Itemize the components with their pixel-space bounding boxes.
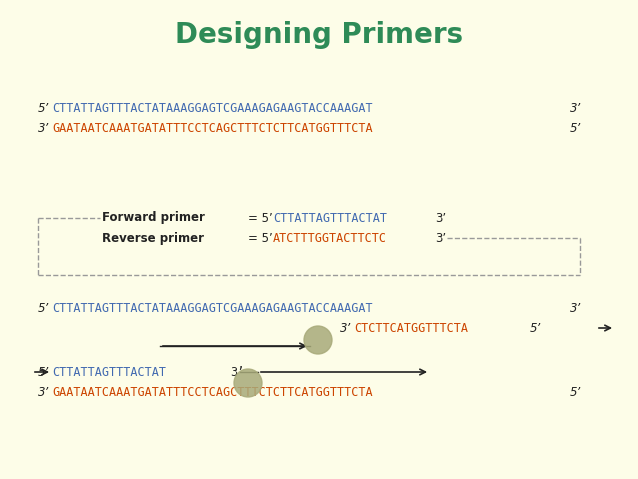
Text: CTTATTAGTTTACTATAAAGGAGTCGAAAGAGAAGTACCAAAGAT: CTTATTAGTTTACTATAAAGGAGTCGAAAGAGAAGTACCA… xyxy=(52,102,373,114)
Text: Reverse primer: Reverse primer xyxy=(102,231,204,244)
Text: 3’: 3’ xyxy=(230,365,244,378)
Text: GAATAATCAAATGATATTTCCTCAGCTTTCTCTTCATGGTTTCTA: GAATAATCAAATGATATTTCCTCAGCTTTCTCTTCATGGT… xyxy=(52,122,373,135)
Text: 5’: 5’ xyxy=(38,102,49,114)
Text: = 5’: = 5’ xyxy=(248,231,273,244)
Text: 3’: 3’ xyxy=(38,386,49,399)
Text: ATCTTTGGTACTTCTC: ATCTTTGGTACTTCTC xyxy=(273,231,387,244)
Text: 5’: 5’ xyxy=(38,365,49,378)
Text: 3’: 3’ xyxy=(340,321,352,334)
Text: 5’: 5’ xyxy=(570,122,581,135)
Text: 3’: 3’ xyxy=(38,122,49,135)
Text: CTTATTAGTTTACTAT: CTTATTAGTTTACTAT xyxy=(273,212,387,225)
Text: 3’: 3’ xyxy=(570,301,581,315)
Text: 3’: 3’ xyxy=(435,212,446,225)
Text: 5’: 5’ xyxy=(38,301,49,315)
Text: CTCTTCATGGTTTCTA: CTCTTCATGGTTTCTA xyxy=(354,321,468,334)
Text: Designing Primers: Designing Primers xyxy=(175,21,463,49)
Text: GAATAATCAAATGATATTTCCTCAGCTTTCTCTTCATGGTTTCTA: GAATAATCAAATGATATTTCCTCAGCTTTCTCTTCATGGT… xyxy=(52,386,373,399)
Text: CTTATTAGTTTACTATAAAGGAGTCGAAAGAGAAGTACCAAAGAT: CTTATTAGTTTACTATAAAGGAGTCGAAAGAGAAGTACCA… xyxy=(52,301,373,315)
Text: 5’: 5’ xyxy=(570,386,581,399)
Text: 3’: 3’ xyxy=(435,231,446,244)
Text: 5’: 5’ xyxy=(530,321,541,334)
Text: Forward primer: Forward primer xyxy=(102,212,205,225)
Circle shape xyxy=(304,326,332,354)
Circle shape xyxy=(234,369,262,397)
Text: 3’: 3’ xyxy=(570,102,581,114)
Text: = 5’: = 5’ xyxy=(248,212,273,225)
Text: CTTATTAGTTTACTAT: CTTATTAGTTTACTAT xyxy=(52,365,166,378)
